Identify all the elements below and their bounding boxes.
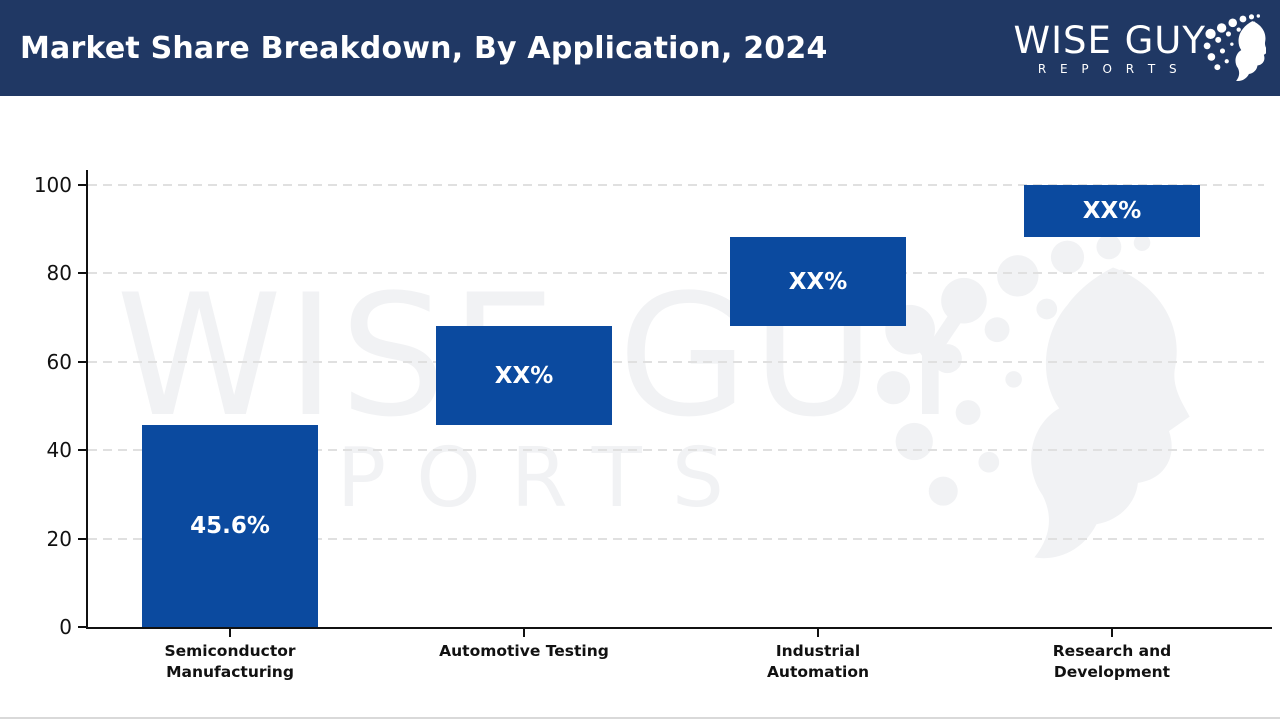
y-axis-tick-label: 40 (46, 438, 72, 463)
waterfall-bar (436, 326, 612, 426)
x-category-label: Semiconductor Manufacturing (164, 642, 296, 681)
brand-logo: WISE GUY R E P O R T S (1014, 6, 1266, 90)
x-axis-tick (229, 629, 231, 637)
bar-value-label: XX% (788, 268, 848, 295)
gridline (88, 272, 1264, 275)
y-axis-tick-label: 100 (33, 173, 72, 197)
page-title: Market Share Breakdown, By Application, … (20, 30, 828, 66)
waterfall-bar (730, 237, 906, 327)
x-category-label: Automotive Testing (439, 642, 609, 660)
gridline (88, 537, 1264, 540)
brand-head-dots-icon (1203, 14, 1266, 82)
x-category-label: Research and Development (1052, 642, 1172, 681)
y-axis-tick (78, 626, 87, 628)
y-axis-tick-label: 20 (46, 526, 72, 551)
gridline (88, 184, 1264, 186)
y-axis-tick (78, 272, 87, 275)
y-axis-tick-label: 0 (59, 615, 72, 639)
waterfall-bar (142, 425, 318, 627)
bar-value-label: XX% (1082, 198, 1142, 225)
brand-subtitle: R E P O R T S (1037, 61, 1182, 76)
gridline (88, 360, 1264, 363)
x-category-label: Industrial Automation (766, 642, 870, 681)
y-axis-tick-label: 60 (46, 349, 72, 374)
waterfall-bar (1024, 185, 1200, 238)
y-axis-tick (78, 184, 87, 186)
y-axis-tick-label: 80 (46, 261, 72, 286)
header: Market Share Breakdown, By Application, … (0, 0, 1280, 96)
y-axis-tick (78, 360, 87, 363)
x-axis-tick (817, 629, 819, 637)
bar-value-label: 45.6% (190, 513, 270, 540)
y-axis-tick (78, 537, 87, 540)
x-axis-tick (523, 629, 525, 637)
brand-text: WISE GUY R E P O R T S (1014, 22, 1206, 75)
x-axis-line (86, 627, 1272, 629)
x-axis-tick (1111, 629, 1113, 637)
bar-value-label: XX% (494, 362, 554, 389)
y-axis-line (86, 170, 88, 629)
y-axis-tick (78, 449, 87, 452)
bottom-divider (0, 717, 1280, 719)
gridline (88, 449, 1264, 452)
brand-name: WISE GUY (1013, 18, 1206, 62)
